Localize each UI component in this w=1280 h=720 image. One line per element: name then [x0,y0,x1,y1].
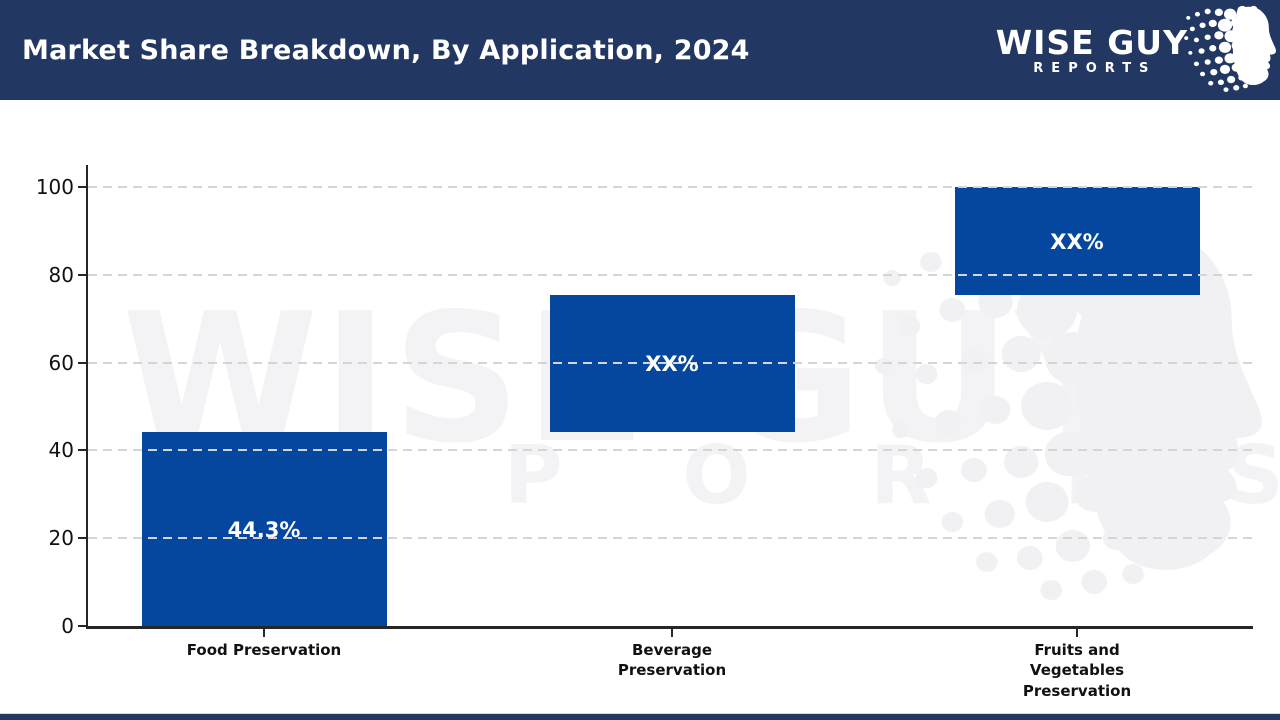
bar-value-label: XX% [1050,229,1104,254]
brand-face-icon [1184,5,1276,92]
y-tick-label: 100 [35,175,74,199]
bar-segment [954,187,1200,295]
x-tick-mark [1076,629,1078,637]
page-header: Market Share Breakdown, By Application, … [0,0,1280,100]
y-tick-label: 20 [48,526,74,551]
gridline [88,361,1253,364]
y-tick-label: 40 [48,438,74,463]
bar-value-label: XX% [645,352,699,377]
bar-segment [141,431,387,626]
gridline [88,186,1253,188]
brand-logo: WISE GUY REPORTS [996,0,1276,100]
page-title: Market Share Breakdown, By Application, … [22,34,750,66]
y-tick-mark [78,625,86,627]
brand-wordmark: WISE GUY REPORTS [996,26,1188,75]
y-tick-label: 60 [48,350,74,375]
bar-value-label: 44.3% [227,517,301,542]
y-tick-label: 0 [61,614,74,638]
x-tick-mark [671,629,673,637]
x-category-label: Food Preservation [186,641,342,659]
brand-subtitle: REPORTS [1033,60,1157,76]
y-tick-mark [78,186,86,188]
y-tick-label: 80 [48,262,74,287]
y-tick-mark [78,273,86,276]
brand-name: WISE GUY [995,22,1188,62]
y-tick-mark [78,361,86,364]
x-axis-line [86,626,1253,629]
y-tick-mark [78,537,86,540]
y-tick-mark [78,449,86,452]
gridline [88,449,1253,452]
x-tick-mark [263,629,265,637]
x-category-label: Beverage Preservation [617,641,727,680]
gridline [88,273,1253,276]
x-category-label: Fruits and Vegetables Preservation [1022,641,1132,700]
y-axis-line [86,165,88,629]
footer-bar [0,713,1280,720]
gridline [88,537,1253,540]
